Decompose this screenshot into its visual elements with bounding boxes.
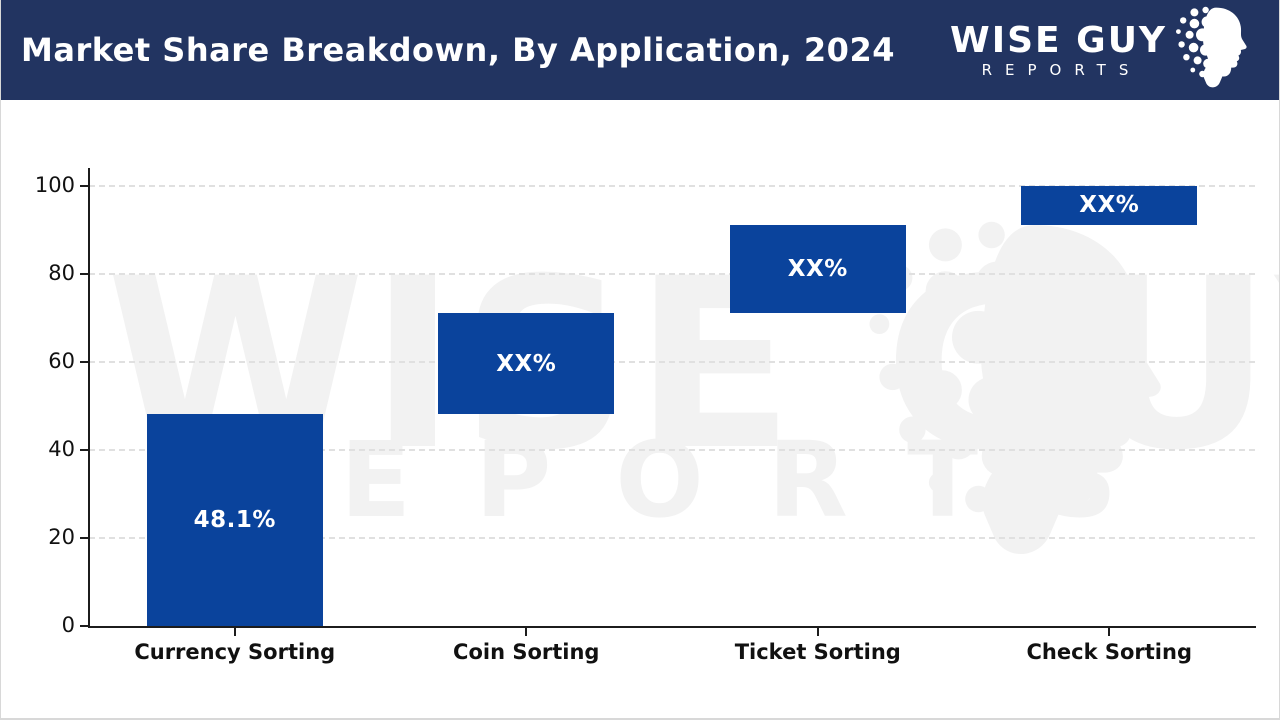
x-tick-mark — [816, 628, 819, 636]
y-tick-mark — [80, 184, 88, 187]
wiseguy-logo: WISE GUY REPORTS — [950, 6, 1253, 94]
bar-value-label: XX% — [496, 350, 557, 377]
x-tick-mark — [525, 628, 528, 636]
y-tick-mark — [80, 536, 88, 539]
logo-text: WISE GUY REPORTS — [949, 19, 1167, 79]
y-gridline — [89, 448, 1255, 451]
y-tick-mark — [80, 360, 88, 363]
bar-coin-sorting: XX% — [438, 313, 615, 415]
bar-value-label: XX% — [1079, 192, 1140, 219]
y-tick-mark — [80, 448, 88, 451]
x-tick-label: Ticket Sorting — [734, 640, 901, 664]
y-tick-label: 20 — [48, 524, 75, 549]
bar-value-label: XX% — [787, 256, 848, 283]
bar-value-label: 48.1% — [193, 507, 276, 534]
x-axis-line — [88, 626, 1256, 628]
bar-currency-sorting: 48.1% — [146, 414, 323, 626]
y-tick-label: 0 — [61, 613, 75, 637]
x-tick-mark — [1108, 628, 1111, 636]
y-axis-line — [88, 168, 90, 628]
y-tick-label: 80 — [48, 260, 75, 285]
logo-head-icon — [1171, 6, 1253, 94]
header: Market Share Breakdown, By Application, … — [1, 0, 1279, 100]
y-tick-mark — [80, 625, 88, 627]
y-gridline — [89, 536, 1255, 539]
y-tick-mark — [80, 272, 88, 275]
logo-name: WISE GUY — [949, 19, 1167, 61]
logo-subtitle: REPORTS — [981, 60, 1142, 79]
x-tick-label: Check Sorting — [1026, 640, 1192, 664]
x-tick-mark — [233, 628, 236, 636]
y-gridline — [89, 184, 1255, 187]
y-gridline — [89, 272, 1255, 275]
y-gridline — [89, 360, 1255, 363]
y-tick-label: 60 — [48, 348, 75, 373]
y-tick-label: 100 — [34, 172, 75, 197]
y-tick-label: 40 — [48, 436, 75, 461]
bar-ticket-sorting: XX% — [729, 225, 906, 314]
x-tick-label: Currency Sorting — [134, 640, 336, 664]
bar-check-sorting: XX% — [1021, 185, 1198, 226]
page-title: Market Share Breakdown, By Application, … — [21, 31, 895, 69]
x-tick-label: Coin Sorting — [453, 640, 600, 664]
